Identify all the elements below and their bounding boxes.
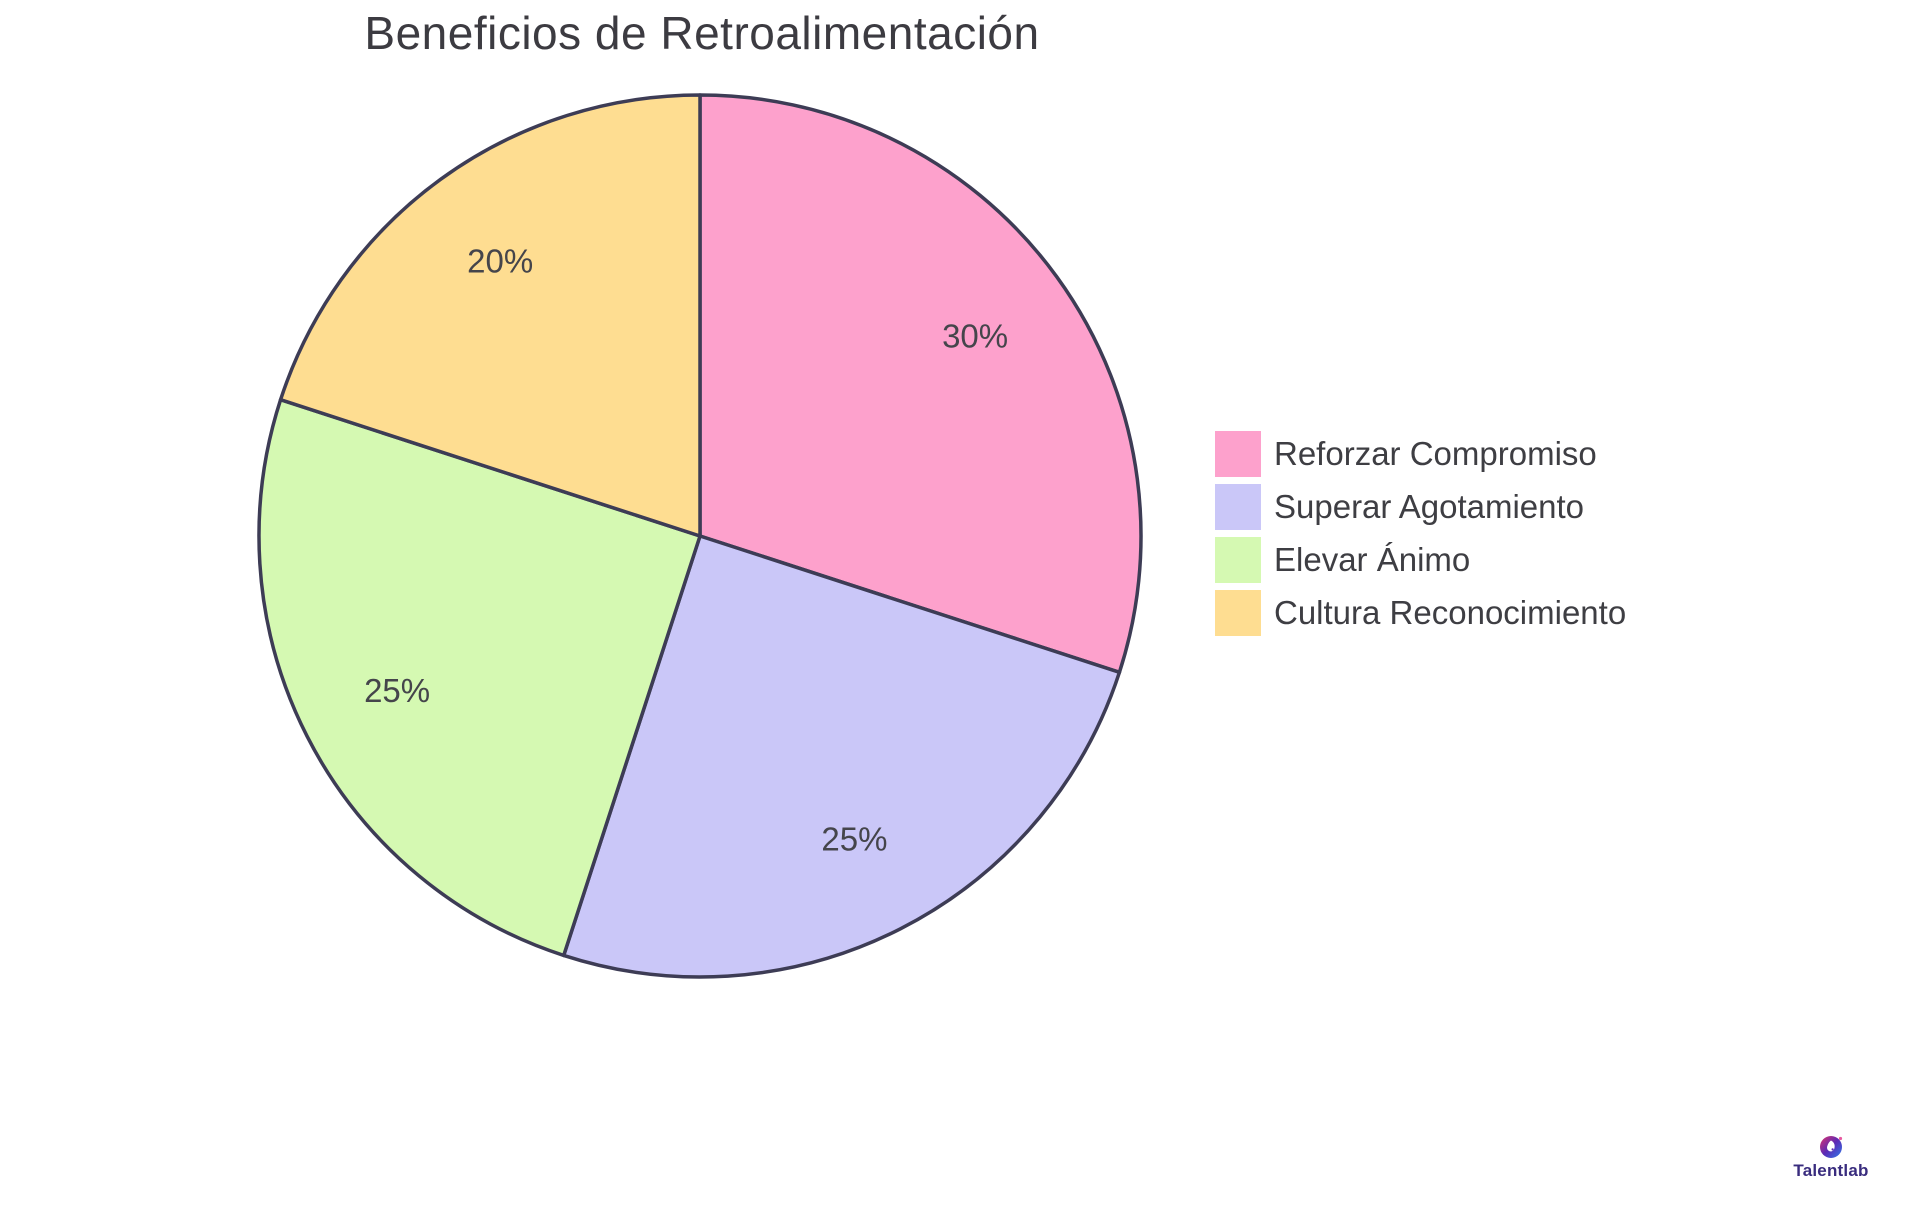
- talentlab-logo-icon: [1819, 1136, 1842, 1158]
- pie-percent-label-3: 25%: [364, 672, 430, 709]
- legend-item-2[interactable]: Superar Agotamiento: [1215, 484, 1626, 530]
- pie-percent-label-2: 25%: [821, 820, 887, 857]
- legend-label-2: Superar Agotamiento: [1274, 488, 1585, 525]
- legend-swatch-4: [1215, 590, 1261, 636]
- pie-slice-2[interactable]: [561, 534, 1122, 979]
- legend-swatch-3: [1215, 537, 1261, 583]
- legend-label-3: Elevar Ánimo: [1274, 541, 1471, 578]
- legend-item-1[interactable]: Reforzar Compromiso: [1215, 431, 1626, 477]
- pie-slice-1[interactable]: [698, 93, 1143, 675]
- legend-item-3[interactable]: Elevar Ánimo: [1215, 537, 1626, 583]
- talentlab-logo[interactable]: Talentlab: [1789, 1134, 1873, 1181]
- pie-percent-label-4: 20%: [467, 242, 533, 279]
- legend: Reforzar Compromiso Superar Agotamiento El…: [1215, 431, 1626, 636]
- chart-title: Beneficios de Retroalimentación: [364, 7, 1040, 59]
- pie-slice-3[interactable]: [257, 397, 702, 958]
- legend-swatch-2: [1215, 484, 1261, 530]
- legend-swatch-1: [1215, 431, 1261, 477]
- legend-item-4[interactable]: Cultura Reconocimiento: [1215, 590, 1626, 636]
- legend-label-4: Cultura Reconocimiento: [1274, 594, 1627, 631]
- pie-slice-4[interactable]: [278, 93, 702, 538]
- talentlab-logo-text: Talentlab: [1793, 1161, 1869, 1180]
- legend-label-1: Reforzar Compromiso: [1274, 435, 1597, 472]
- pie-percent-label-1: 30%: [942, 318, 1008, 355]
